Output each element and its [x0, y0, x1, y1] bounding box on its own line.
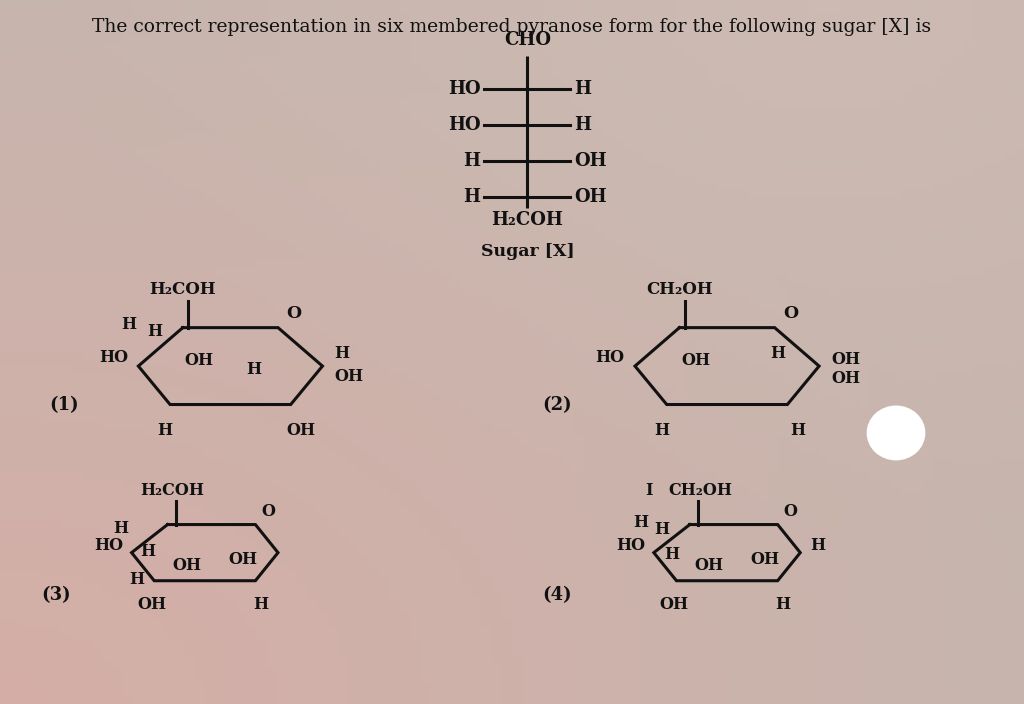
Text: OH: OH — [659, 596, 689, 613]
Text: (4): (4) — [543, 586, 572, 604]
Text: H: H — [654, 521, 670, 538]
Text: CHO: CHO — [504, 31, 551, 49]
Text: HO: HO — [596, 349, 625, 366]
Text: HO: HO — [94, 537, 123, 554]
Text: O: O — [782, 305, 798, 322]
Text: H₂COH: H₂COH — [492, 211, 563, 230]
Text: H: H — [129, 571, 144, 588]
Text: (1): (1) — [49, 396, 79, 414]
Text: H₂COH: H₂COH — [150, 281, 216, 298]
Text: OH: OH — [335, 368, 364, 385]
Text: OH: OH — [172, 557, 202, 574]
Text: H: H — [634, 514, 649, 531]
Text: CH₂OH: CH₂OH — [646, 281, 713, 298]
Text: H: H — [463, 188, 480, 206]
Text: HO: HO — [447, 115, 480, 134]
Text: (2): (2) — [543, 396, 572, 414]
Text: OH: OH — [137, 596, 167, 613]
Text: H: H — [664, 546, 679, 563]
Text: H: H — [654, 422, 669, 439]
Text: Sugar [X]: Sugar [X] — [480, 243, 574, 260]
Text: H: H — [770, 345, 785, 363]
Text: OH: OH — [751, 551, 780, 568]
Text: OH: OH — [681, 352, 711, 369]
Text: H: H — [791, 422, 805, 439]
Text: O: O — [783, 503, 798, 520]
Text: H: H — [246, 361, 261, 378]
Text: OH: OH — [287, 422, 315, 439]
Text: H: H — [335, 345, 350, 362]
Text: HO: HO — [616, 537, 645, 554]
Text: The correct representation in six membered pyranose form for the following sugar: The correct representation in six member… — [92, 18, 932, 36]
Text: O: O — [287, 305, 301, 322]
Text: HO: HO — [447, 80, 480, 98]
Text: H: H — [122, 315, 137, 332]
Text: OH: OH — [831, 370, 860, 387]
Text: OH: OH — [228, 551, 258, 568]
Text: I: I — [645, 482, 652, 498]
Text: H: H — [139, 543, 155, 560]
Text: H: H — [114, 520, 129, 536]
Text: H: H — [463, 152, 480, 170]
Ellipse shape — [867, 406, 925, 460]
Text: CH₂OH: CH₂OH — [668, 482, 732, 498]
Text: H: H — [775, 596, 791, 613]
Text: H: H — [811, 537, 825, 554]
Text: H: H — [574, 115, 592, 134]
Text: HO: HO — [99, 349, 128, 366]
Text: O: O — [261, 503, 275, 520]
Text: (3): (3) — [41, 586, 71, 604]
Text: H: H — [147, 322, 162, 339]
Text: OH: OH — [831, 351, 860, 367]
Text: OH: OH — [694, 557, 724, 574]
Text: H: H — [158, 422, 172, 439]
Text: OH: OH — [574, 188, 607, 206]
Text: OH: OH — [574, 152, 607, 170]
Text: H: H — [253, 596, 268, 613]
Text: H₂COH: H₂COH — [140, 482, 205, 498]
Text: H: H — [574, 80, 592, 98]
Text: OH: OH — [184, 352, 214, 369]
